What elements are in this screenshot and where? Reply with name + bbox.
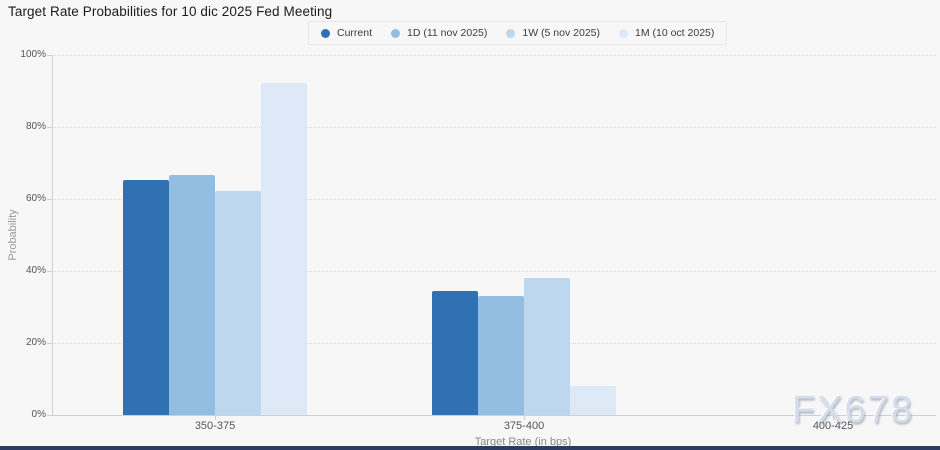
- legend-dot-1w-5-nov-2025: [506, 28, 516, 38]
- y-tick-label-100: 100%: [20, 49, 46, 60]
- bar-1m-10-oct-2025-375-400[interactable]: [570, 386, 616, 415]
- fx678-watermark: FX678: [792, 389, 914, 431]
- legend-dot-1d-11-nov-2025: [391, 28, 401, 38]
- chart-legend: Current 1D (11 nov 2025) 1W (5 nov 2025) 1M…: [308, 21, 728, 45]
- gridline-40: [52, 271, 936, 272]
- legend-item-1m-10-oct-2025[interactable]: 1M (10 oct 2025): [619, 27, 714, 39]
- x-category-label-375-400: 375-400: [503, 420, 545, 432]
- bar-1w-5-nov-2025-350-375[interactable]: [215, 191, 261, 415]
- y-tick-20: [47, 343, 52, 344]
- gridline-60: [52, 199, 936, 200]
- legend-item-current[interactable]: Current: [321, 27, 372, 39]
- bottom-accent-bar: [0, 446, 940, 450]
- legend-item-1d-11-nov-2025[interactable]: 1D (11 nov 2025): [391, 27, 487, 39]
- y-tick-label-60: 60%: [25, 193, 46, 204]
- bar-1m-10-oct-2025-350-375[interactable]: [261, 83, 307, 415]
- x-category-label-350-375: 350-375: [194, 420, 236, 432]
- bar-current-350-375[interactable]: [123, 180, 169, 415]
- legend-dot-current: [321, 28, 330, 38]
- y-axis-line: [52, 55, 53, 416]
- y-tick-label-0: 0%: [31, 409, 46, 420]
- x-axis-line: [52, 415, 936, 416]
- y-tick-label-20: 20%: [25, 337, 46, 348]
- x-tick-400-425: [833, 416, 834, 420]
- y-tick-label-40: 40%: [25, 265, 46, 276]
- gridline-80: [52, 127, 936, 128]
- chart-title: Target Rate Probabilities for 10 dic 202…: [8, 4, 333, 19]
- legend-label: 1M (10 oct 2025): [635, 27, 715, 39]
- legend-label: 1W (5 nov 2025): [522, 27, 600, 39]
- bar-current-375-400[interactable]: [432, 291, 478, 415]
- legend-label: Current: [337, 27, 373, 39]
- x-axis-title: Target Rate (in bps): [474, 436, 572, 448]
- bar-1d-11-nov-2025-375-400[interactable]: [478, 296, 524, 415]
- y-tick-40: [47, 271, 52, 272]
- x-category-label-400-425: 400-425: [812, 420, 854, 432]
- y-tick-100: [47, 55, 52, 56]
- x-tick-375-400: [524, 416, 525, 420]
- x-tick-350-375: [215, 416, 216, 420]
- y-tick-0: [47, 415, 52, 416]
- bar-1d-11-nov-2025-350-375[interactable]: [169, 175, 215, 415]
- y-axis-title: Probability: [7, 209, 19, 261]
- y-tick-60: [47, 199, 52, 200]
- y-tick-80: [47, 127, 52, 128]
- legend-dot-1m-10-oct-2025: [619, 28, 628, 38]
- legend-item-1w-5-nov-2025[interactable]: 1W (5 nov 2025): [506, 27, 600, 39]
- y-tick-label-80: 80%: [25, 121, 46, 132]
- gridline-100: [52, 55, 936, 56]
- bar-1w-5-nov-2025-375-400[interactable]: [524, 278, 570, 415]
- legend-label: 1D (11 nov 2025): [407, 27, 488, 39]
